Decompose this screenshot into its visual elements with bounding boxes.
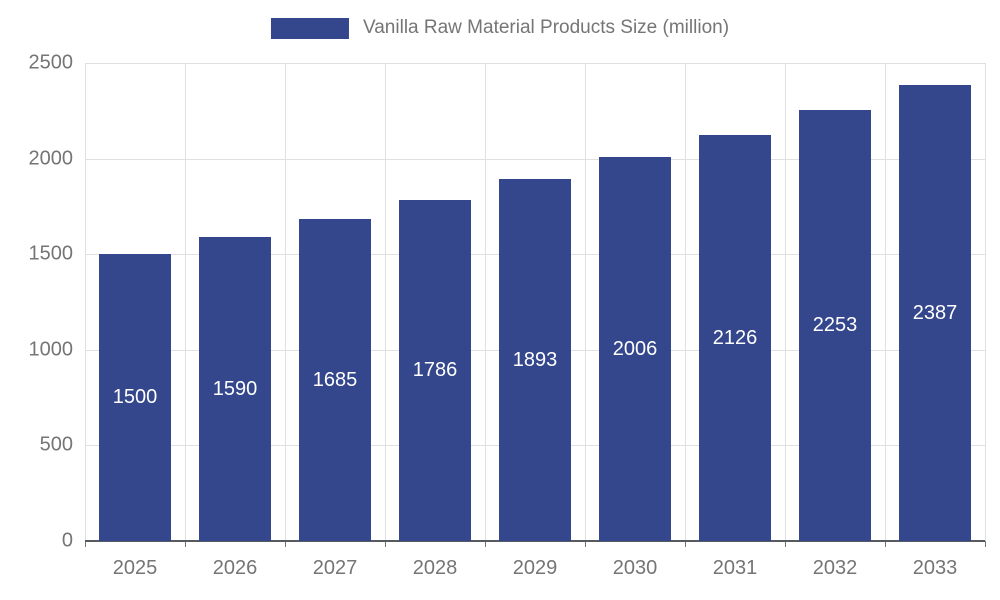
- bar: 2387: [899, 85, 971, 541]
- bar-value-label: 2387: [912, 301, 958, 324]
- x-axis-tick-label: 2033: [912, 557, 958, 579]
- bar-value-label: 2006: [612, 337, 658, 360]
- x-axis-tick-label: 2030: [612, 557, 658, 579]
- bar: 1500: [99, 254, 171, 541]
- x-axis-tick: [985, 541, 986, 547]
- x-gridline: [185, 63, 186, 541]
- x-axis-line: [85, 540, 985, 542]
- bar: 2253: [799, 110, 871, 541]
- x-axis-tick: [485, 541, 486, 547]
- bar: 1685: [299, 219, 371, 541]
- x-gridline: [785, 63, 786, 541]
- legend-label: Vanilla Raw Material Products Size (mill…: [362, 17, 730, 38]
- x-axis-tick-label: 2031: [712, 557, 758, 579]
- x-axis-tick-label: 2032: [812, 557, 858, 579]
- y-axis-tick-label: 2500: [28, 51, 74, 74]
- bar-value-label: 1786: [412, 359, 458, 381]
- y-axis-tick-label: 2000: [28, 147, 74, 170]
- y-axis-tick-label: 500: [39, 433, 73, 456]
- x-axis-tick: [885, 541, 886, 547]
- x-axis-tick: [185, 541, 186, 547]
- x-axis-tick: [285, 541, 286, 547]
- x-gridline: [285, 63, 286, 541]
- x-axis-tick: [785, 541, 786, 547]
- bar-value-label: 2126: [712, 326, 758, 349]
- x-gridline: [585, 63, 586, 541]
- bar: 2006: [599, 157, 671, 541]
- x-axis-tick: [685, 541, 686, 547]
- bar: 2126: [699, 135, 771, 541]
- bar: 1590: [199, 237, 271, 541]
- bar-value-label: 1500: [112, 386, 158, 408]
- x-gridline: [85, 63, 86, 541]
- legend[interactable]: Vanilla Raw Material Products Size (mill…: [270, 17, 730, 39]
- y-gridline: [85, 63, 985, 64]
- bar-value-label: 1590: [212, 377, 258, 400]
- x-gridline: [485, 63, 486, 541]
- bar: 1786: [399, 200, 471, 541]
- x-axis-tick-label: 2027: [312, 557, 358, 579]
- x-axis-tick: [585, 541, 586, 547]
- x-gridline: [685, 63, 686, 541]
- x-axis-tick-label: 2026: [212, 557, 258, 579]
- y-gridline: [85, 158, 985, 160]
- y-axis-tick-label: 0: [61, 529, 73, 552]
- y-axis-tick-label: 1500: [28, 242, 74, 265]
- x-gridline: [385, 63, 386, 541]
- x-axis-tick-label: 2025: [112, 557, 158, 579]
- x-gridline: [885, 63, 886, 541]
- bar: 1893: [499, 179, 571, 541]
- x-axis-tick: [385, 541, 386, 547]
- bar-value-label: 1893: [512, 348, 558, 371]
- x-axis-tick: [85, 541, 86, 547]
- x-gridline: [985, 63, 986, 541]
- y-axis-tick-label: 1000: [28, 338, 74, 361]
- x-axis-tick-label: 2029: [512, 557, 558, 579]
- legend-swatch[interactable]: [270, 17, 349, 39]
- x-axis-tick-label: 2028: [412, 557, 458, 579]
- bar-value-label: 1685: [312, 368, 358, 391]
- bar-value-label: 2253: [812, 314, 858, 336]
